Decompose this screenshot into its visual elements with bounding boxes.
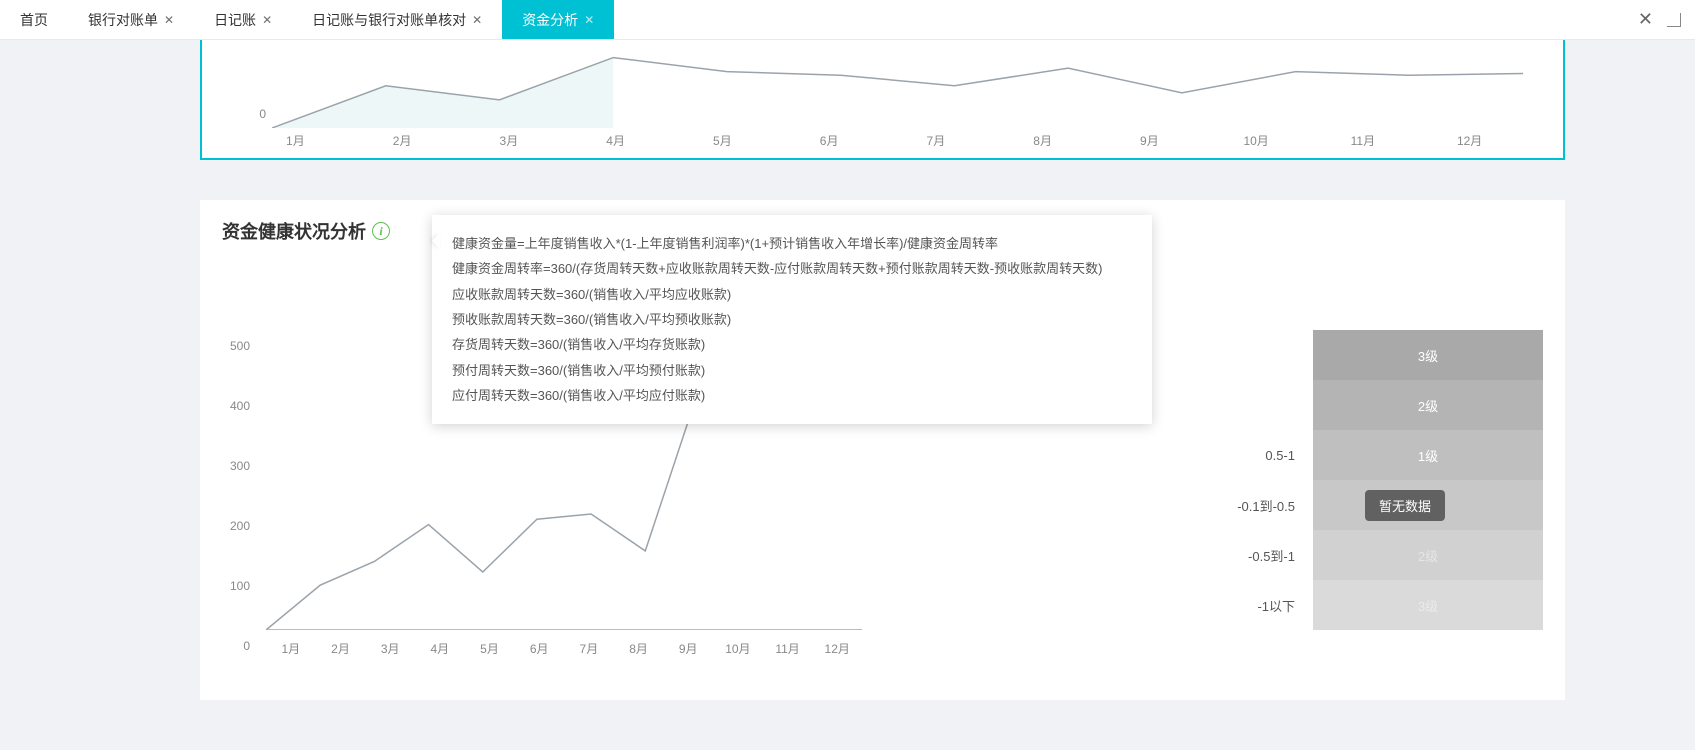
fullscreen-icon[interactable] xyxy=(1667,13,1681,27)
tab-label: 日记账与银行对账单核对 xyxy=(312,10,466,30)
grade-table: 3级2级0.5-11级-0.1到-0.51级-0.5到-12级-1以下3级 xyxy=(1163,330,1543,630)
x-tick: 12月 xyxy=(812,640,862,660)
x-tick: 4月 xyxy=(562,132,669,152)
x-tick: 8月 xyxy=(989,132,1096,152)
x-tick: 7月 xyxy=(883,132,990,152)
y-tick: 300 xyxy=(230,459,250,473)
tooltip-line: 健康资金周转率=360/(存货周转天数+应收账款周转天数-应付账款周转天数+预付… xyxy=(452,256,1132,281)
close-icon[interactable]: ✕ xyxy=(262,13,272,27)
x-tick: 11月 xyxy=(1310,132,1417,152)
tab-label: 首页 xyxy=(20,10,48,30)
grade-level-cell: 2级 xyxy=(1313,380,1543,430)
tooltip-line: 预收账款周转天数=360/(销售收入/平均预收账款) xyxy=(452,307,1132,332)
no-data-badge: 暂无数据 xyxy=(1365,490,1445,521)
close-icon[interactable]: ✕ xyxy=(584,13,594,27)
y-tick: 200 xyxy=(230,519,250,533)
x-tick: 11月 xyxy=(763,640,813,660)
close-all-icon[interactable]: ✕ xyxy=(1638,9,1653,30)
x-tick: 8月 xyxy=(614,640,664,660)
tooltip-line: 健康资金量=上年度销售收入*(1-上年度销售利润率)*(1+预计销售收入年增长率… xyxy=(452,231,1132,256)
tabbar-right: ✕ xyxy=(1638,0,1695,39)
tooltip-line: 应收账款周转天数=360/(销售收入/平均应收账款) xyxy=(452,282,1132,307)
x-tick: 6月 xyxy=(514,640,564,660)
tooltip-line: 存货周转天数=360/(销售收入/平均存货账款) xyxy=(452,332,1132,357)
x-tick: 6月 xyxy=(776,132,883,152)
grade-row: 2级 xyxy=(1163,380,1543,430)
y-tick: 500 xyxy=(230,339,250,353)
x-tick: 2月 xyxy=(349,132,456,152)
grade-range-label xyxy=(1163,330,1313,380)
tab-label: 日记账 xyxy=(214,10,256,30)
grade-range-label xyxy=(1163,380,1313,430)
close-icon[interactable]: ✕ xyxy=(472,13,482,27)
grade-level-cell: 3级 xyxy=(1313,580,1543,630)
tab-4[interactable]: 资金分析 ✕ xyxy=(502,0,614,39)
y-tick: 0 xyxy=(243,639,250,653)
x-tick: 9月 xyxy=(1096,132,1203,152)
tab-0[interactable]: 首页 xyxy=(0,0,68,39)
panel2-title: 资金健康状况分析 i xyxy=(222,218,390,244)
panel-top-chart: 0 1月2月3月4月5月6月7月8月9月10月11月12月 xyxy=(200,40,1565,160)
x-tick: 12月 xyxy=(1416,132,1523,152)
tooltip-line: 预付周转天数=360/(销售收入/平均预付账款) xyxy=(452,358,1132,383)
x-tick: 3月 xyxy=(456,132,563,152)
x-tick: 5月 xyxy=(669,132,776,152)
info-tooltip: 健康资金量=上年度销售收入*(1-上年度销售利润率)*(1+预计销售收入年增长率… xyxy=(432,215,1152,424)
grade-range-label: -0.5到-1 xyxy=(1163,530,1313,580)
grade-row: 3级 xyxy=(1163,330,1543,380)
grade-range-label: 0.5-1 xyxy=(1163,430,1313,480)
grade-row: -1以下3级 xyxy=(1163,580,1543,630)
x-tick: 7月 xyxy=(564,640,614,660)
x-tick: 3月 xyxy=(365,640,415,660)
tooltip-line: 应付周转天数=360/(销售收入/平均应付账款) xyxy=(452,383,1132,408)
x-tick: 2月 xyxy=(316,640,366,660)
x-tick: 9月 xyxy=(663,640,713,660)
grade-range-label: -0.1到-0.5 xyxy=(1163,480,1313,530)
grade-level-cell: 3级 xyxy=(1313,330,1543,380)
tab-1[interactable]: 银行对账单 ✕ xyxy=(68,0,194,39)
x-tick: 1月 xyxy=(266,640,316,660)
x-tick: 10月 xyxy=(1203,132,1310,152)
x-tick: 4月 xyxy=(415,640,465,660)
tab-2[interactable]: 日记账 ✕ xyxy=(194,0,292,39)
tab-label: 银行对账单 xyxy=(88,10,158,30)
grade-range-label: -1以下 xyxy=(1163,580,1313,630)
tab-label: 资金分析 xyxy=(522,10,578,30)
grade-row: -0.1到-0.51级 xyxy=(1163,480,1543,530)
tab-bar: 首页 银行对账单 ✕ 日记账 ✕ 日记账与银行对账单核对 ✕ 资金分析 ✕ ✕ xyxy=(0,0,1695,40)
x-tick: 10月 xyxy=(713,640,763,660)
info-icon[interactable]: i xyxy=(372,222,390,240)
y-tick: 0 xyxy=(259,107,266,121)
y-tick: 400 xyxy=(230,399,250,413)
grade-row: -0.5到-12级 xyxy=(1163,530,1543,580)
x-tick: 5月 xyxy=(465,640,515,660)
grade-level-cell: 2级 xyxy=(1313,530,1543,580)
close-icon[interactable]: ✕ xyxy=(164,13,174,27)
chart1-plot: 0 xyxy=(242,40,1523,128)
tab-3[interactable]: 日记账与银行对账单核对 ✕ xyxy=(292,0,502,39)
y-tick: 100 xyxy=(230,579,250,593)
x-tick: 1月 xyxy=(242,132,349,152)
grade-row: 0.5-11级 xyxy=(1163,430,1543,480)
grade-level-cell: 1级 xyxy=(1313,430,1543,480)
panel2-title-text: 资金健康状况分析 xyxy=(222,218,366,244)
